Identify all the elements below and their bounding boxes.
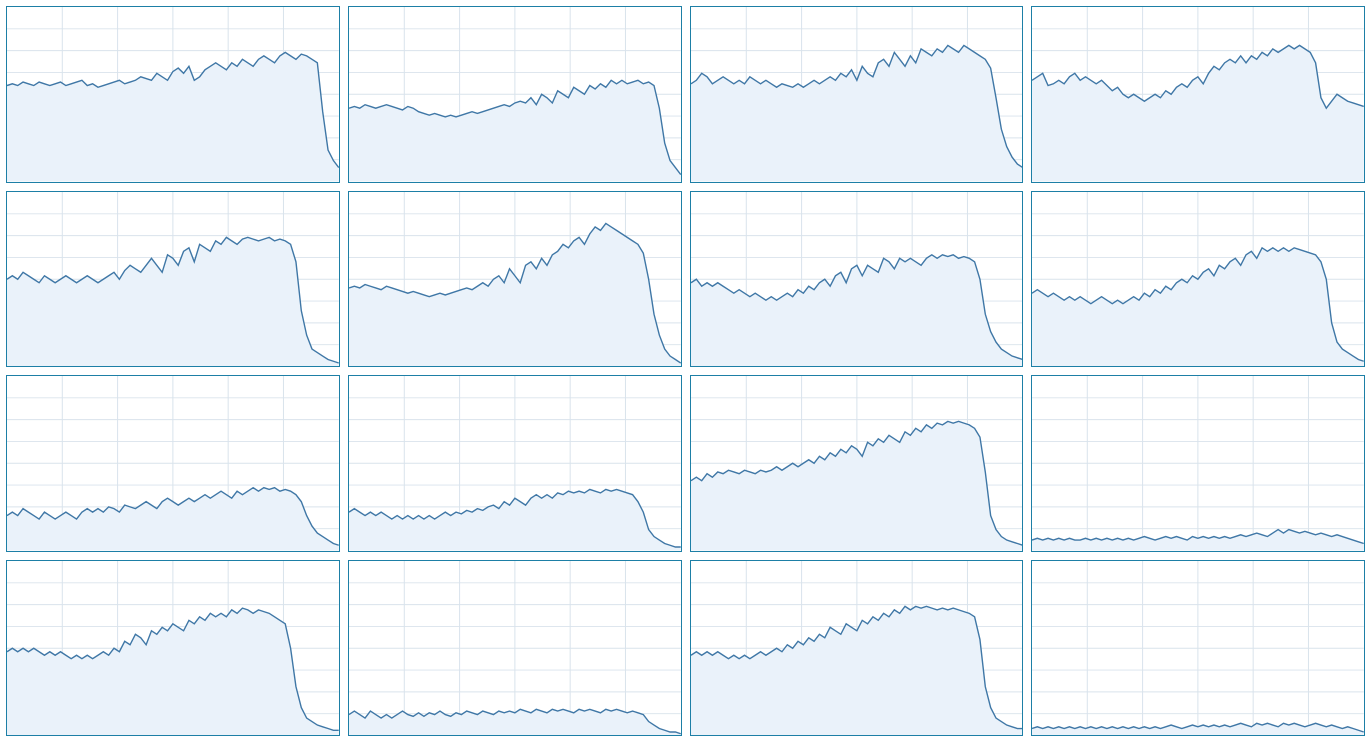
sparkline-svg [1032,192,1364,367]
sparkline-panel-10 [690,375,1024,552]
sparkline-svg [349,561,681,736]
sparkline-panel-6 [690,191,1024,368]
sparkline-svg [1032,7,1364,182]
sparkline-svg [349,376,681,551]
sparkline-svg [1032,561,1364,736]
sparkline-panel-2 [690,6,1024,183]
sparkline-svg [7,561,339,736]
sparkline-panel-5 [348,191,682,368]
sparkline-panel-3 [1031,6,1365,183]
sparkline-panel-13 [348,560,682,737]
sparkline-panel-11 [1031,375,1365,552]
sparkline-panel-1 [348,6,682,183]
sparkline-svg [691,7,1023,182]
sparkline-svg [349,192,681,367]
sparkline-svg [1032,376,1364,551]
sparkline-svg [691,192,1023,367]
sparkline-panel-14 [690,560,1024,737]
sparkline-grid [0,0,1371,742]
sparkline-svg [691,376,1023,551]
area-fill [691,254,1023,366]
sparkline-panel-12 [6,560,340,737]
sparkline-panel-8 [6,375,340,552]
sparkline-svg [349,7,681,182]
sparkline-svg [7,192,339,367]
area-fill [7,608,339,735]
sparkline-svg [7,376,339,551]
sparkline-svg [691,561,1023,736]
sparkline-panel-15 [1031,560,1365,737]
sparkline-panel-4 [6,191,340,368]
sparkline-panel-7 [1031,191,1365,368]
sparkline-panel-9 [348,375,682,552]
sparkline-svg [7,7,339,182]
sparkline-panel-0 [6,6,340,183]
